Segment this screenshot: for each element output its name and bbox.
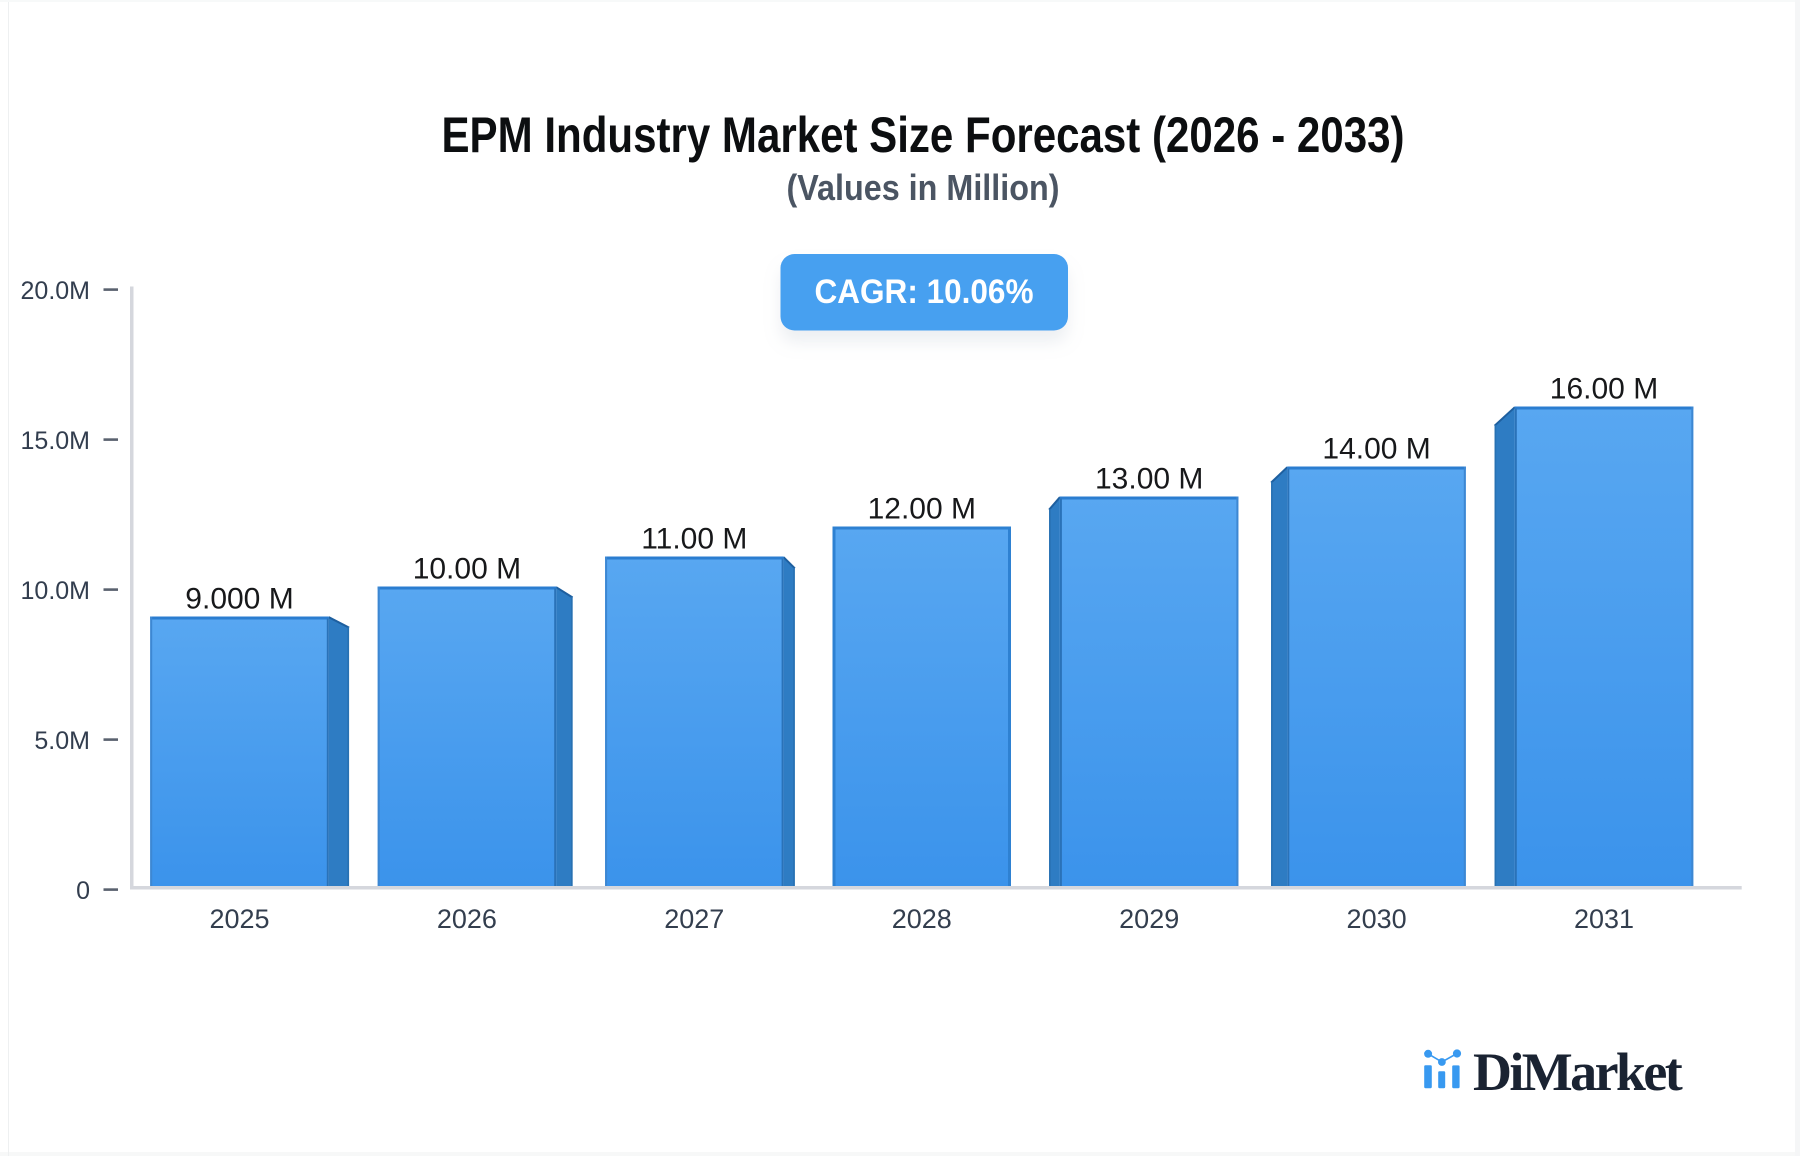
svg-text:20.0M: 20.0M	[21, 277, 90, 305]
svg-text:10.0M: 10.0M	[21, 577, 90, 605]
svg-text:2025: 2025	[209, 904, 269, 934]
svg-text:0: 0	[76, 877, 90, 905]
svg-text:14.00 M: 14.00 M	[1322, 433, 1430, 466]
svg-text:11.00 M: 11.00 M	[641, 523, 747, 556]
svg-text:5.0M: 5.0M	[34, 727, 90, 755]
svg-text:15.0M: 15.0M	[21, 427, 90, 455]
svg-text:10.00 M: 10.00 M	[413, 553, 521, 586]
svg-text:2031: 2031	[1574, 904, 1634, 934]
svg-text:EPM Industry Market Size Forec: EPM Industry Market Size Forecast (2026 …	[442, 107, 1405, 163]
svg-text:2027: 2027	[664, 904, 724, 934]
svg-text:16.00 M: 16.00 M	[1550, 373, 1658, 406]
svg-text:13.00 M: 13.00 M	[1095, 463, 1203, 496]
svg-text:12.00 M: 12.00 M	[868, 493, 976, 526]
svg-text:DiMarket: DiMarket	[1473, 1042, 1683, 1102]
svg-text:(Values in Million): (Values in Million)	[787, 167, 1060, 208]
svg-text:9.000 M: 9.000 M	[185, 583, 293, 616]
svg-text:2030: 2030	[1347, 904, 1407, 934]
svg-text:2026: 2026	[437, 904, 497, 934]
svg-text:2028: 2028	[892, 904, 952, 934]
svg-text:CAGR: 10.06%: CAGR: 10.06%	[815, 273, 1034, 311]
svg-text:2029: 2029	[1119, 904, 1179, 934]
